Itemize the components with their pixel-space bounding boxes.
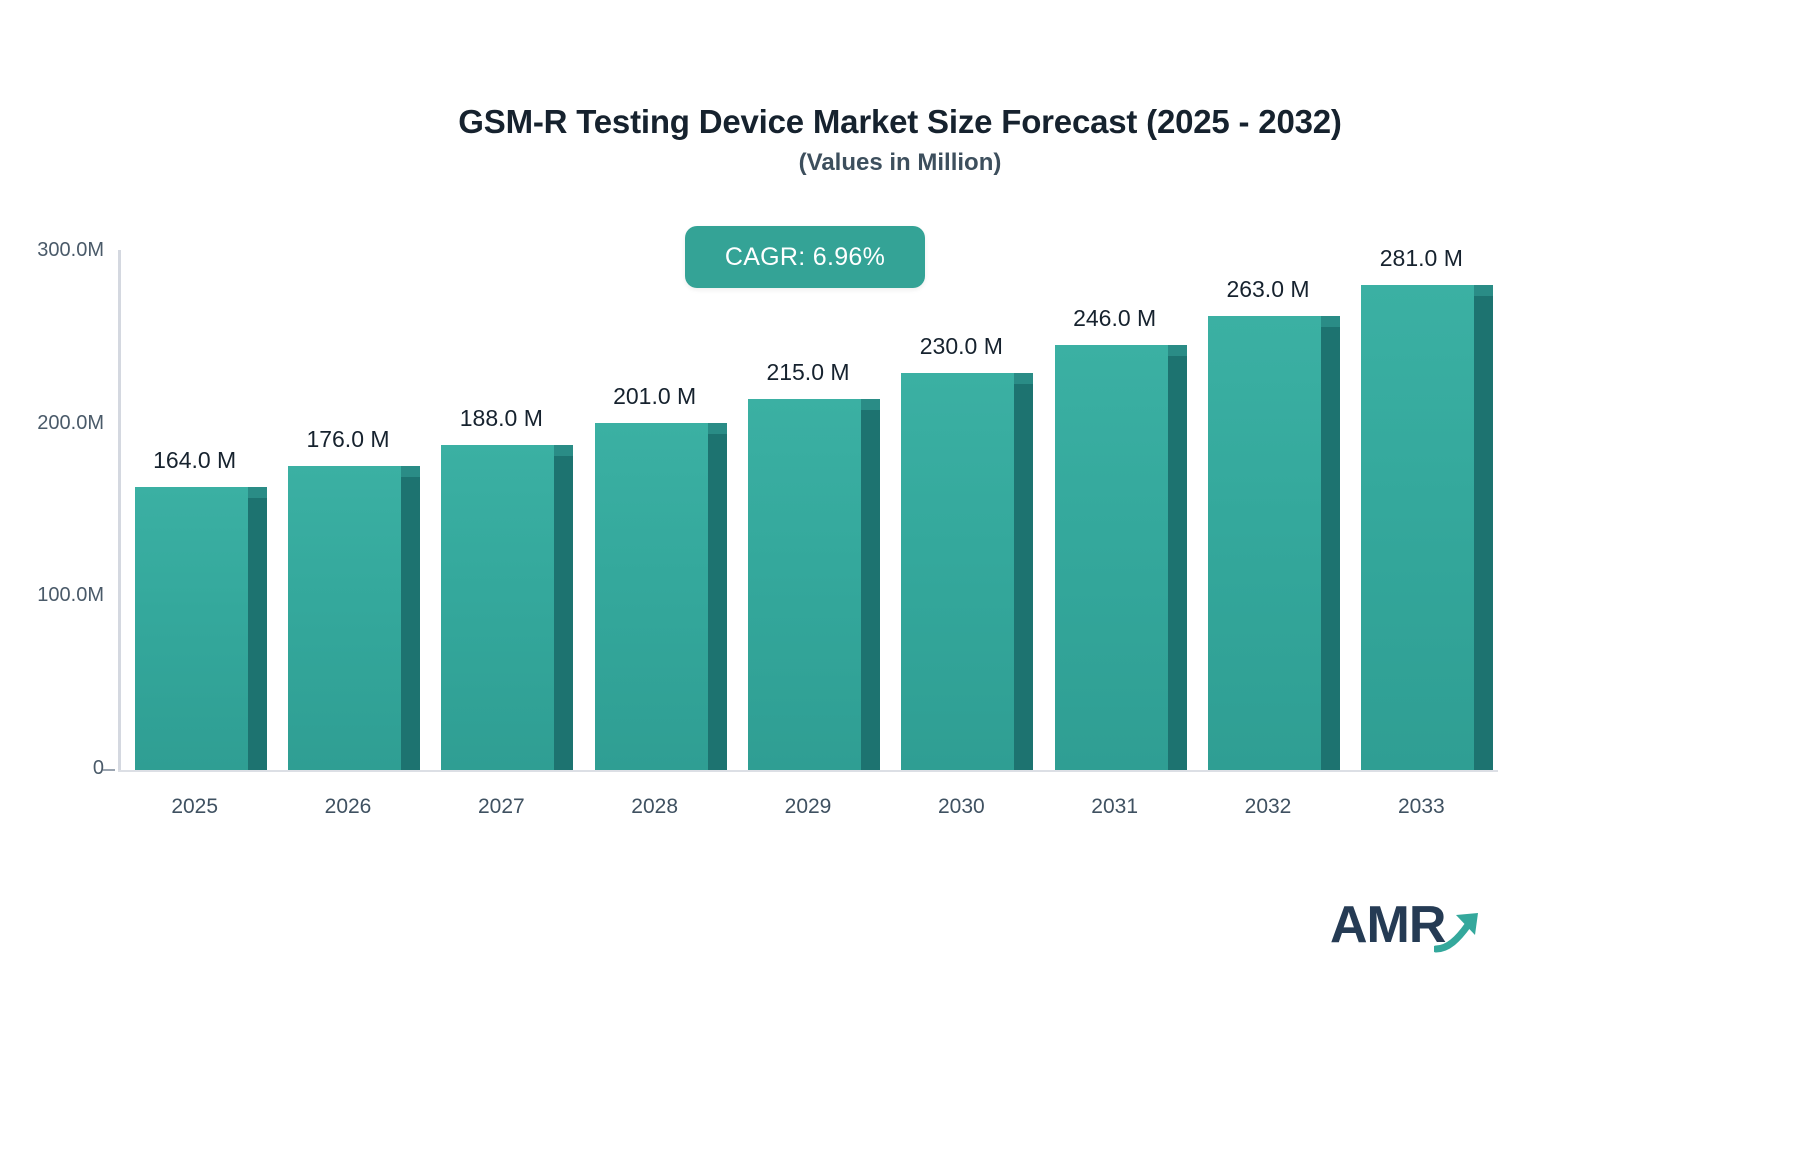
bar-side-shadow [1474, 295, 1494, 770]
bar[interactable] [748, 398, 880, 770]
y-axis-tick-mark [103, 769, 115, 771]
bar-value-label: 188.0 M [459, 405, 543, 432]
bar[interactable] [1208, 315, 1340, 770]
bar-top-bevel [707, 422, 727, 434]
x-axis-tick-label: 2029 [784, 795, 832, 818]
x-axis-tick-label: 2032 [1244, 795, 1292, 818]
plot-area: 300.0M 200.0M 100.0M 0 164.0 M 176.0 M 188.0 … [37, 239, 1498, 818]
y-axis-line [118, 250, 121, 772]
bar-top-bevel [1167, 345, 1187, 357]
bar-side-shadow [707, 433, 727, 770]
bar-side-shadow [401, 477, 420, 770]
x-axis-tick-label: 2033 [1397, 795, 1445, 818]
bar-top-bevel [247, 486, 267, 498]
bar-value-label: 201.0 M [613, 382, 697, 409]
cagr-badge: CAGR: 6.96% [685, 226, 925, 288]
bar-face [594, 422, 708, 770]
x-axis-tick-label: 2030 [937, 795, 985, 818]
cagr-badge-label: CAGR: 6.96% [724, 242, 886, 271]
bar-face [1208, 315, 1321, 770]
bar-face [901, 372, 1015, 770]
x-axis-tick-label: 2026 [324, 795, 372, 818]
bar-face [441, 445, 555, 770]
bar-top-bevel [1014, 372, 1034, 384]
bar-face [1054, 345, 1168, 770]
bar-value-label: 281.0 M [1379, 244, 1463, 271]
y-axis-tick-label: 200.0M [37, 411, 104, 434]
x-axis-tick-label: 2031 [1091, 795, 1139, 818]
y-axis-tick-label: 300.0M [37, 239, 104, 261]
bar-value-label: 164.0 M [153, 446, 237, 473]
x-axis-tick-label: 2025 [171, 795, 219, 818]
x-axis-line [118, 770, 1498, 772]
y-axis-tick-label: 0 [92, 757, 104, 779]
bar-side-shadow [1014, 383, 1034, 770]
bar-side-shadow [554, 456, 574, 770]
bar[interactable] [1054, 345, 1187, 770]
bar-top-bevel [554, 445, 574, 457]
bar[interactable] [594, 422, 727, 770]
bar-value-label: 246.0 M [1073, 305, 1157, 332]
bar-top-bevel [1474, 284, 1494, 296]
x-axis-tick-label: 2027 [477, 795, 525, 818]
bar-value-label: 215.0 M [766, 358, 850, 385]
bar-face [748, 398, 861, 770]
bar-value-label: 263.0 M [1226, 275, 1310, 302]
y-axis-tick-label: 100.0M [37, 584, 104, 607]
amr-logo-text: AMR [1330, 896, 1446, 954]
bar-face [288, 466, 401, 770]
bar[interactable] [901, 372, 1034, 770]
bar-side-shadow [1321, 326, 1340, 770]
chart-title: GSM-R Testing Device Market Size Forecas… [458, 103, 1342, 140]
bar-top-bevel [861, 398, 880, 410]
bar-value-label: 176.0 M [306, 426, 390, 453]
bar-side-shadow [861, 409, 880, 770]
bar[interactable] [288, 466, 420, 770]
amr-logo: AMR [1330, 895, 1490, 965]
bar[interactable] [1361, 284, 1494, 770]
bar-value-label: 230.0 M [919, 332, 1003, 359]
bar-top-bevel [401, 466, 420, 478]
bar-face [1361, 284, 1475, 770]
chart-subtitle: (Values in Million) [798, 149, 1002, 176]
bar-face [134, 486, 248, 770]
x-axis-tick-label: 2028 [631, 795, 679, 818]
bar[interactable] [134, 486, 267, 770]
bar-side-shadow [247, 497, 267, 770]
bar-side-shadow [1167, 356, 1187, 770]
bar[interactable] [441, 445, 574, 770]
bar-series: 164.0 M 176.0 M 188.0 M 201.0 M 215.0 M 230.0… [118, 245, 1498, 772]
growth-arrow-icon [1434, 913, 1478, 953]
bar-top-bevel [1321, 315, 1340, 327]
